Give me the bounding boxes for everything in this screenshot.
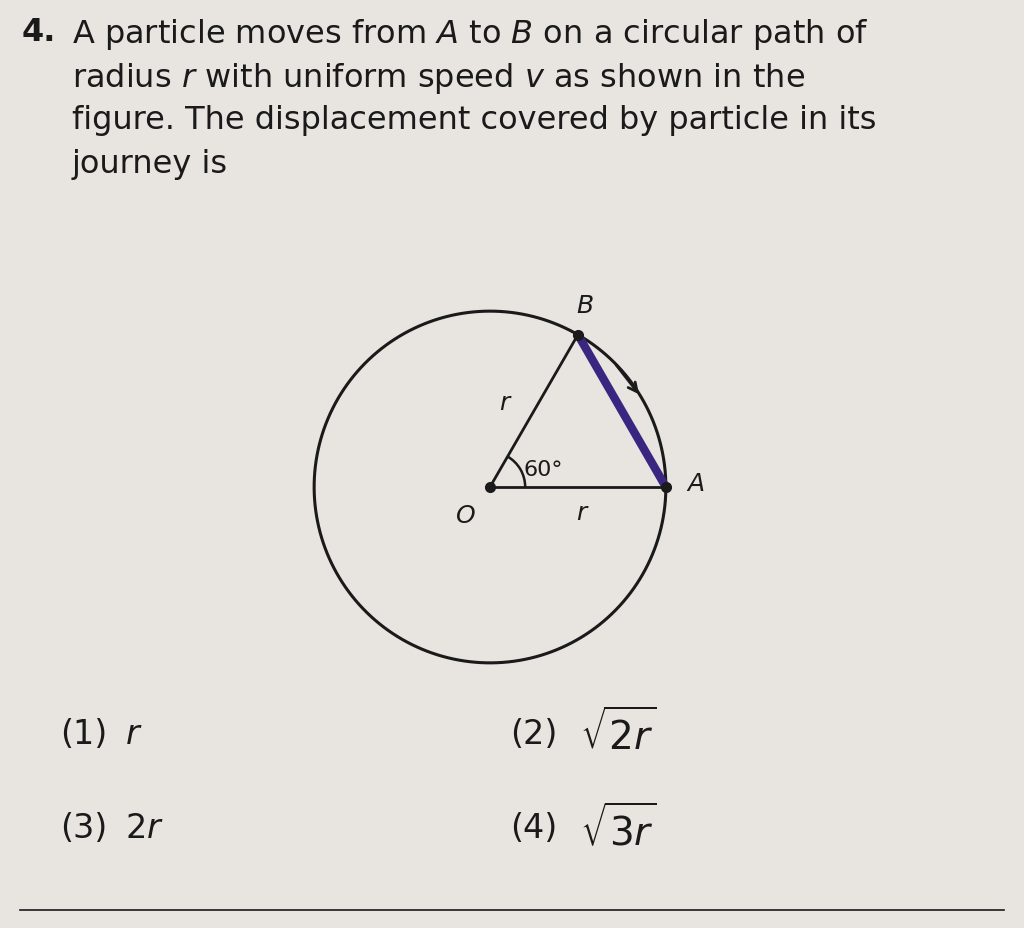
Text: figure. The displacement covered by particle in its: figure. The displacement covered by part… — [72, 105, 877, 135]
Text: $r$: $r$ — [125, 716, 142, 750]
Text: (1): (1) — [60, 716, 108, 750]
Text: $\sqrt{2r}$: $\sqrt{2r}$ — [580, 709, 656, 757]
Text: $2r$: $2r$ — [125, 812, 164, 844]
Text: r: r — [499, 391, 509, 415]
Text: (2): (2) — [510, 716, 557, 750]
Text: A particle moves from $A$ to $B$ on a circular path of: A particle moves from $A$ to $B$ on a ci… — [72, 17, 868, 52]
Text: 60°: 60° — [523, 460, 562, 480]
Text: O: O — [456, 504, 475, 528]
Text: $\sqrt{3r}$: $\sqrt{3r}$ — [580, 804, 656, 853]
Text: (4): (4) — [510, 812, 557, 844]
Text: 4.: 4. — [22, 17, 56, 48]
Text: r: r — [577, 500, 587, 524]
Text: B: B — [577, 293, 594, 317]
Text: A: A — [687, 472, 705, 496]
Text: journey is: journey is — [72, 148, 228, 180]
Text: radius $r$ with uniform speed $v$ as shown in the: radius $r$ with uniform speed $v$ as sho… — [72, 61, 805, 96]
Text: (3): (3) — [60, 812, 108, 844]
